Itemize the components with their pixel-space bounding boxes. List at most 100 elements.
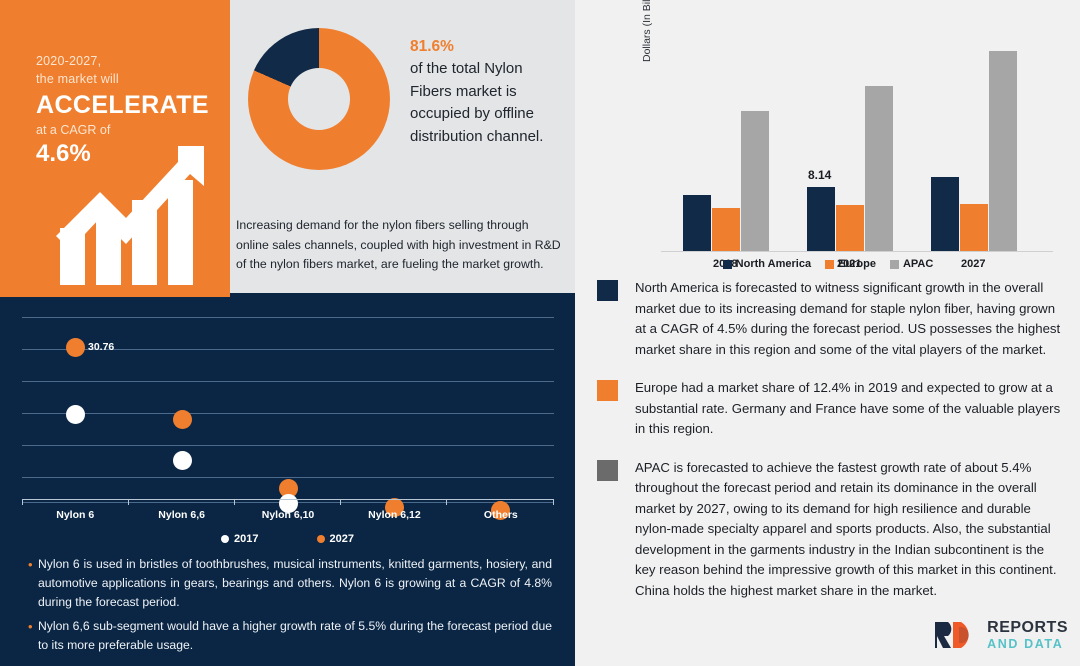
note-text: Europe had a market share of 12.4% in 20… xyxy=(635,380,1061,436)
x-label-others: Others xyxy=(483,509,518,521)
x-label-nylon6: Nylon 6 xyxy=(56,509,95,521)
bullet-text: Nylon 6,6 sub-segment would have a highe… xyxy=(38,619,552,652)
donut-panel: 81.6% of the total Nylon Fibers market i… xyxy=(230,0,575,293)
legend-item-2027: 2027 xyxy=(316,533,354,545)
data-point-label: 30.76 xyxy=(88,341,115,353)
bullet-text: Nylon 6 is used in bristles of toothbrus… xyxy=(38,557,552,609)
bar-x-label-2027: 2027 xyxy=(961,258,986,270)
legend-swatch-icon xyxy=(722,259,732,269)
gridline xyxy=(22,413,554,414)
accelerate-subline: the market will xyxy=(36,72,119,86)
growth-arrow-bars-icon xyxy=(56,146,204,285)
x-label-nylon610: Nylon 6,10 xyxy=(261,509,315,521)
bar-north-america-2027 xyxy=(931,176,959,251)
gridline xyxy=(22,317,554,318)
legend-item-apac: APAC xyxy=(889,258,934,270)
rd-monogram-icon xyxy=(935,622,970,648)
accelerate-headline: ACCELERATE xyxy=(36,91,209,119)
donut-note: Increasing demand for the nylon fibers s… xyxy=(236,218,561,271)
logo-line-bottom: AND DATA xyxy=(987,636,1064,651)
x-label-nylon612: Nylon 6,12 xyxy=(368,509,421,521)
region-swatch-icon xyxy=(597,280,618,301)
bar-europe-2027 xyxy=(960,203,988,251)
donut-percent: 81.6% xyxy=(410,38,454,55)
region-notes-list: North America is forecasted to witness s… xyxy=(597,278,1062,619)
logo-line-top: REPORTS xyxy=(987,618,1068,636)
bar-chart-legend: North America Europe APAC xyxy=(593,258,1063,270)
bullet-icon: • xyxy=(28,557,33,572)
panel-accent-bar xyxy=(0,293,230,297)
bar-chart-plot-area: 8.14 2018 2021 2027 xyxy=(661,20,1053,270)
legend-dot-icon xyxy=(221,535,230,543)
bar-group-2021 xyxy=(807,85,893,251)
accelerate-text-block: 2020-2027, the market will ACCELERATE at… xyxy=(36,52,209,168)
bar-europe-2021 xyxy=(836,204,864,251)
segment-dot-plot-panel: 30.76 Nylon 6 Nylon 6,6 xyxy=(0,293,575,666)
data-point-2027-nylon610 xyxy=(278,478,298,498)
axis-tick xyxy=(22,499,23,505)
bar-group-2027 xyxy=(931,50,1017,251)
legend-label: North America xyxy=(735,258,812,270)
data-point-2027-nylon66 xyxy=(172,409,192,429)
donut-description: of the total Nylon Fibers market is occu… xyxy=(410,60,544,145)
note-text: APAC is forecasted to achieve the fastes… xyxy=(635,459,1057,598)
list-item: North America is forecasted to witness s… xyxy=(597,278,1062,360)
bar-apac-2021 xyxy=(865,85,893,251)
legend-label: APAC xyxy=(902,258,934,270)
data-point-2017-nylon66 xyxy=(172,450,192,470)
region-swatch-icon xyxy=(597,380,618,401)
gridline xyxy=(22,349,554,350)
gridline xyxy=(22,445,554,446)
donut-caption: 81.6% of the total Nylon Fibers market i… xyxy=(410,36,565,148)
legend-label: 2017 xyxy=(234,533,259,545)
segment-bullet-list: • Nylon 6 is used in bristles of toothbr… xyxy=(24,555,552,660)
legend-swatch-icon xyxy=(825,259,835,269)
brand-logo: REPORTS AND DATA xyxy=(933,618,1068,652)
regional-bar-chart: Dollars (In Billion) xyxy=(593,0,1063,275)
dot-plot-legend: 2017 2027 xyxy=(0,533,575,545)
bar-chart-y-axis-label: Dollars (In Billion) xyxy=(641,0,653,62)
accelerate-cagr-value: 4.6% xyxy=(36,140,91,167)
bullet-icon: • xyxy=(28,619,33,634)
left-column: 2020-2027, the market will ACCELERATE at… xyxy=(0,0,575,666)
legend-label: 2027 xyxy=(329,533,354,545)
data-point-2017-nylon610 xyxy=(278,493,298,513)
data-point-2027-others xyxy=(490,500,510,520)
donut-hole xyxy=(288,68,350,130)
data-point-2017-nylon6 xyxy=(65,404,85,424)
bar-north-america-2021 xyxy=(807,186,835,251)
legend-item-2017: 2017 xyxy=(221,533,259,545)
list-item: Europe had a market share of 12.4% in 20… xyxy=(597,378,1062,440)
bar-apac-2018 xyxy=(741,110,769,251)
legend-swatch-icon xyxy=(889,259,899,269)
segment-dot-plot: 30.76 xyxy=(22,311,554,520)
axis-tick xyxy=(234,499,235,505)
bar-chart-baseline xyxy=(661,250,1053,252)
right-column: Dollars (In Billion) xyxy=(575,0,1080,666)
dot-plot-x-labels: Nylon 6 Nylon 6,6 Nylon 6,10 Nylon 6,12 … xyxy=(22,509,554,521)
legend-label: Europe xyxy=(838,258,876,270)
accelerate-panel: 2020-2027, the market will ACCELERATE at… xyxy=(0,0,230,293)
gridline xyxy=(22,477,554,478)
bar-europe-2018 xyxy=(712,207,740,251)
distribution-donut-chart xyxy=(248,28,390,170)
accelerate-period: 2020-2027, xyxy=(36,54,102,68)
legend-dot-icon xyxy=(316,535,325,543)
data-point-2027-nylon612 xyxy=(384,497,404,517)
bar-north-america-2018 xyxy=(683,194,711,251)
list-item: • Nylon 6,6 sub-segment would have a hig… xyxy=(24,617,552,655)
axis-tick xyxy=(553,499,554,505)
legend-item-europe: Europe xyxy=(825,258,876,270)
bar-group-2018 xyxy=(683,110,769,251)
x-label-nylon66: Nylon 6,6 xyxy=(158,509,205,521)
axis-tick xyxy=(340,499,341,505)
note-text: North America is forecasted to witness s… xyxy=(635,280,1061,357)
list-item: • Nylon 6 is used in bristles of toothbr… xyxy=(24,555,552,612)
legend-item-north-america: North America xyxy=(722,258,812,270)
bar-data-label: 8.14 xyxy=(808,168,832,182)
region-swatch-icon xyxy=(597,459,618,481)
axis-tick xyxy=(446,499,447,505)
axis-tick xyxy=(128,499,129,505)
data-point-2027-nylon6 xyxy=(65,337,85,357)
